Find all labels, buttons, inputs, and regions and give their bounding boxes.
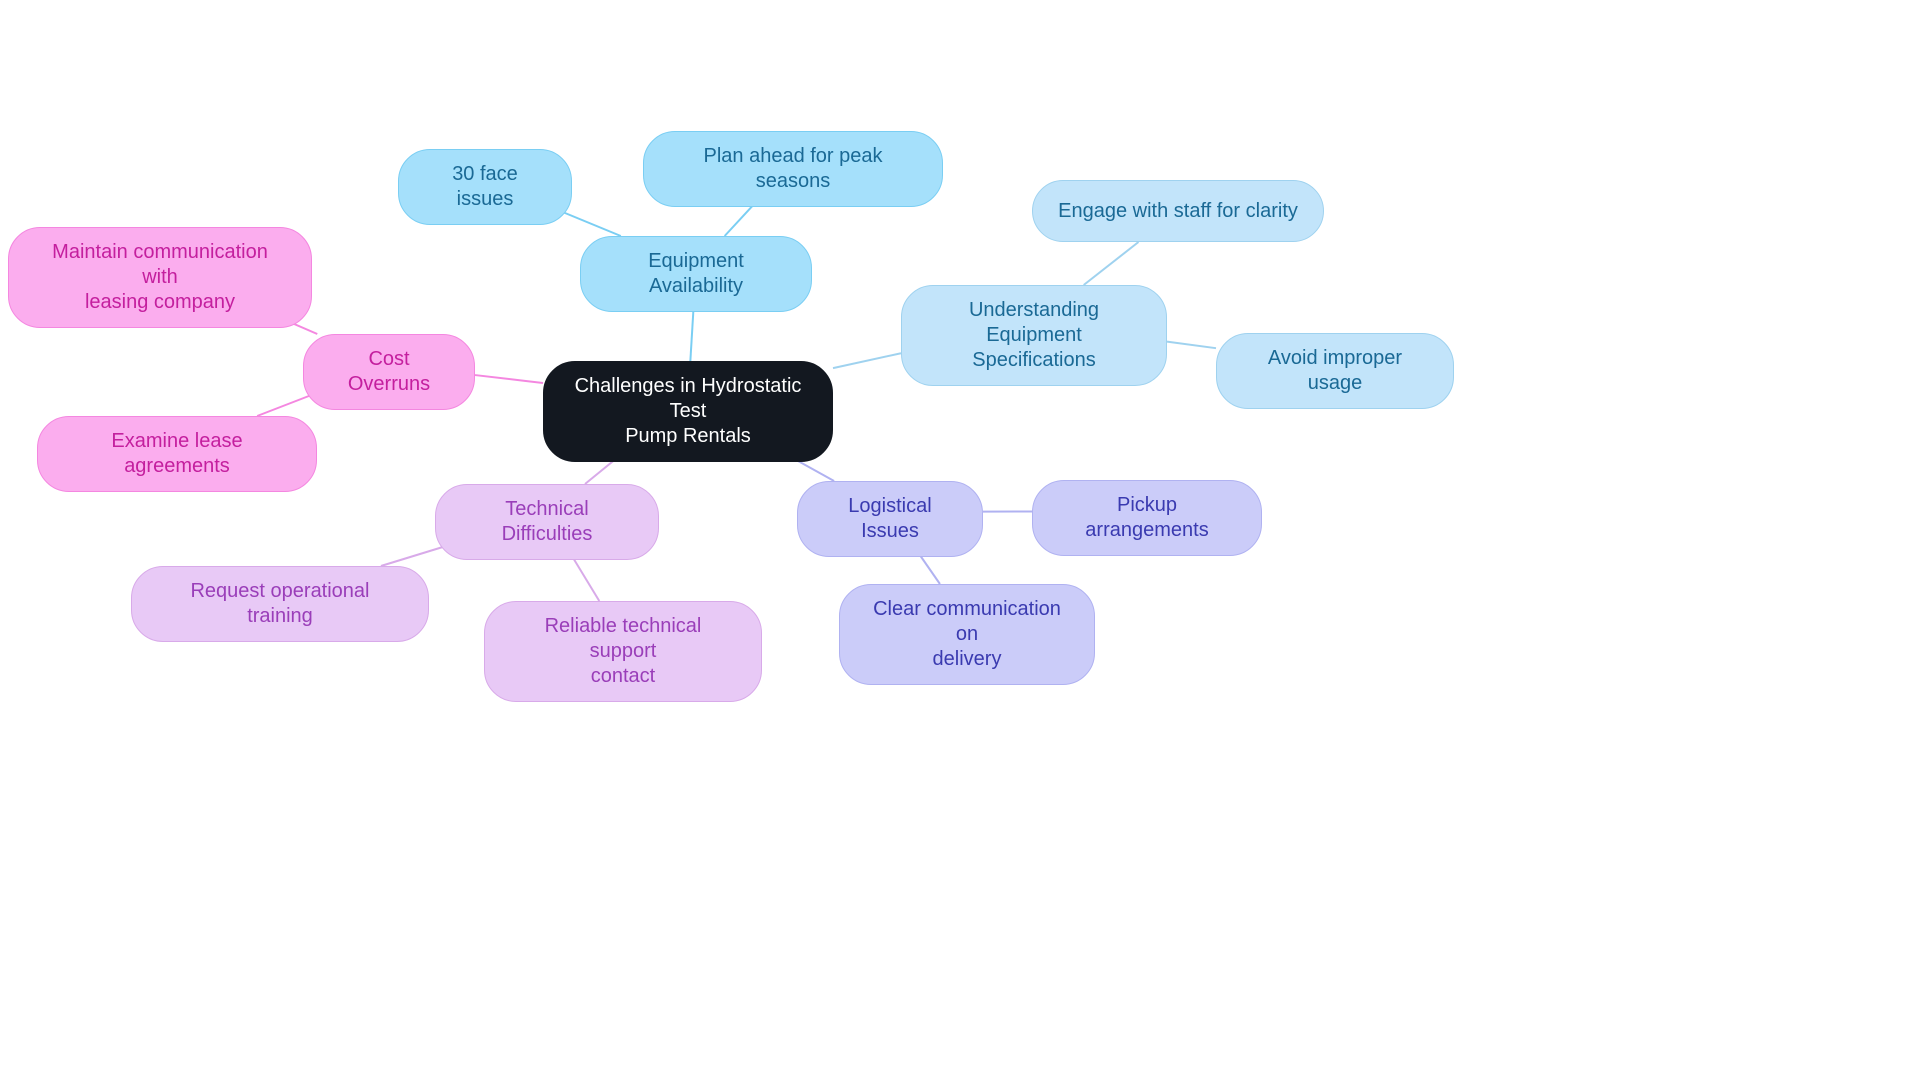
node-logistics-c2: Clear communication ondelivery [839, 584, 1095, 685]
node-specs-c1: Engage with staff for clarity [1032, 180, 1324, 242]
node-tech-c1: Request operational training [131, 566, 429, 642]
edge-cost-cost-c2 [257, 396, 309, 416]
node-cost: Cost Overruns [303, 334, 475, 410]
edge-specs-specs-c1 [1084, 242, 1139, 285]
node-tech: Technical Difficulties [435, 484, 659, 560]
node-logistics: Logistical Issues [797, 481, 983, 557]
node-equip-avail: Equipment Availability [580, 236, 812, 312]
node-specs: Understanding EquipmentSpecifications [901, 285, 1167, 386]
node-cost-c2: Examine lease agreements [37, 416, 317, 492]
node-tech-c2: Reliable technical supportcontact [484, 601, 762, 702]
node-cost-c1: Maintain communication withleasing compa… [8, 227, 312, 328]
node-equip-avail-c1: 30 face issues [398, 149, 572, 225]
node-specs-c2: Avoid improper usage [1216, 333, 1454, 409]
edge-root-specs [833, 353, 901, 368]
edge-tech-tech-c1 [381, 546, 446, 566]
edge-root-cost [475, 375, 543, 383]
edge-specs-specs-c2 [1167, 342, 1216, 349]
node-root: Challenges in Hydrostatic TestPump Renta… [543, 361, 833, 462]
node-logistics-c1: Pickup arrangements [1032, 480, 1262, 556]
edge-equip-avail-equip-avail-c1 [560, 211, 621, 236]
mindmap-canvas: Challenges in Hydrostatic TestPump Renta… [0, 0, 1920, 1083]
node-equip-avail-c2: Plan ahead for peak seasons [643, 131, 943, 207]
